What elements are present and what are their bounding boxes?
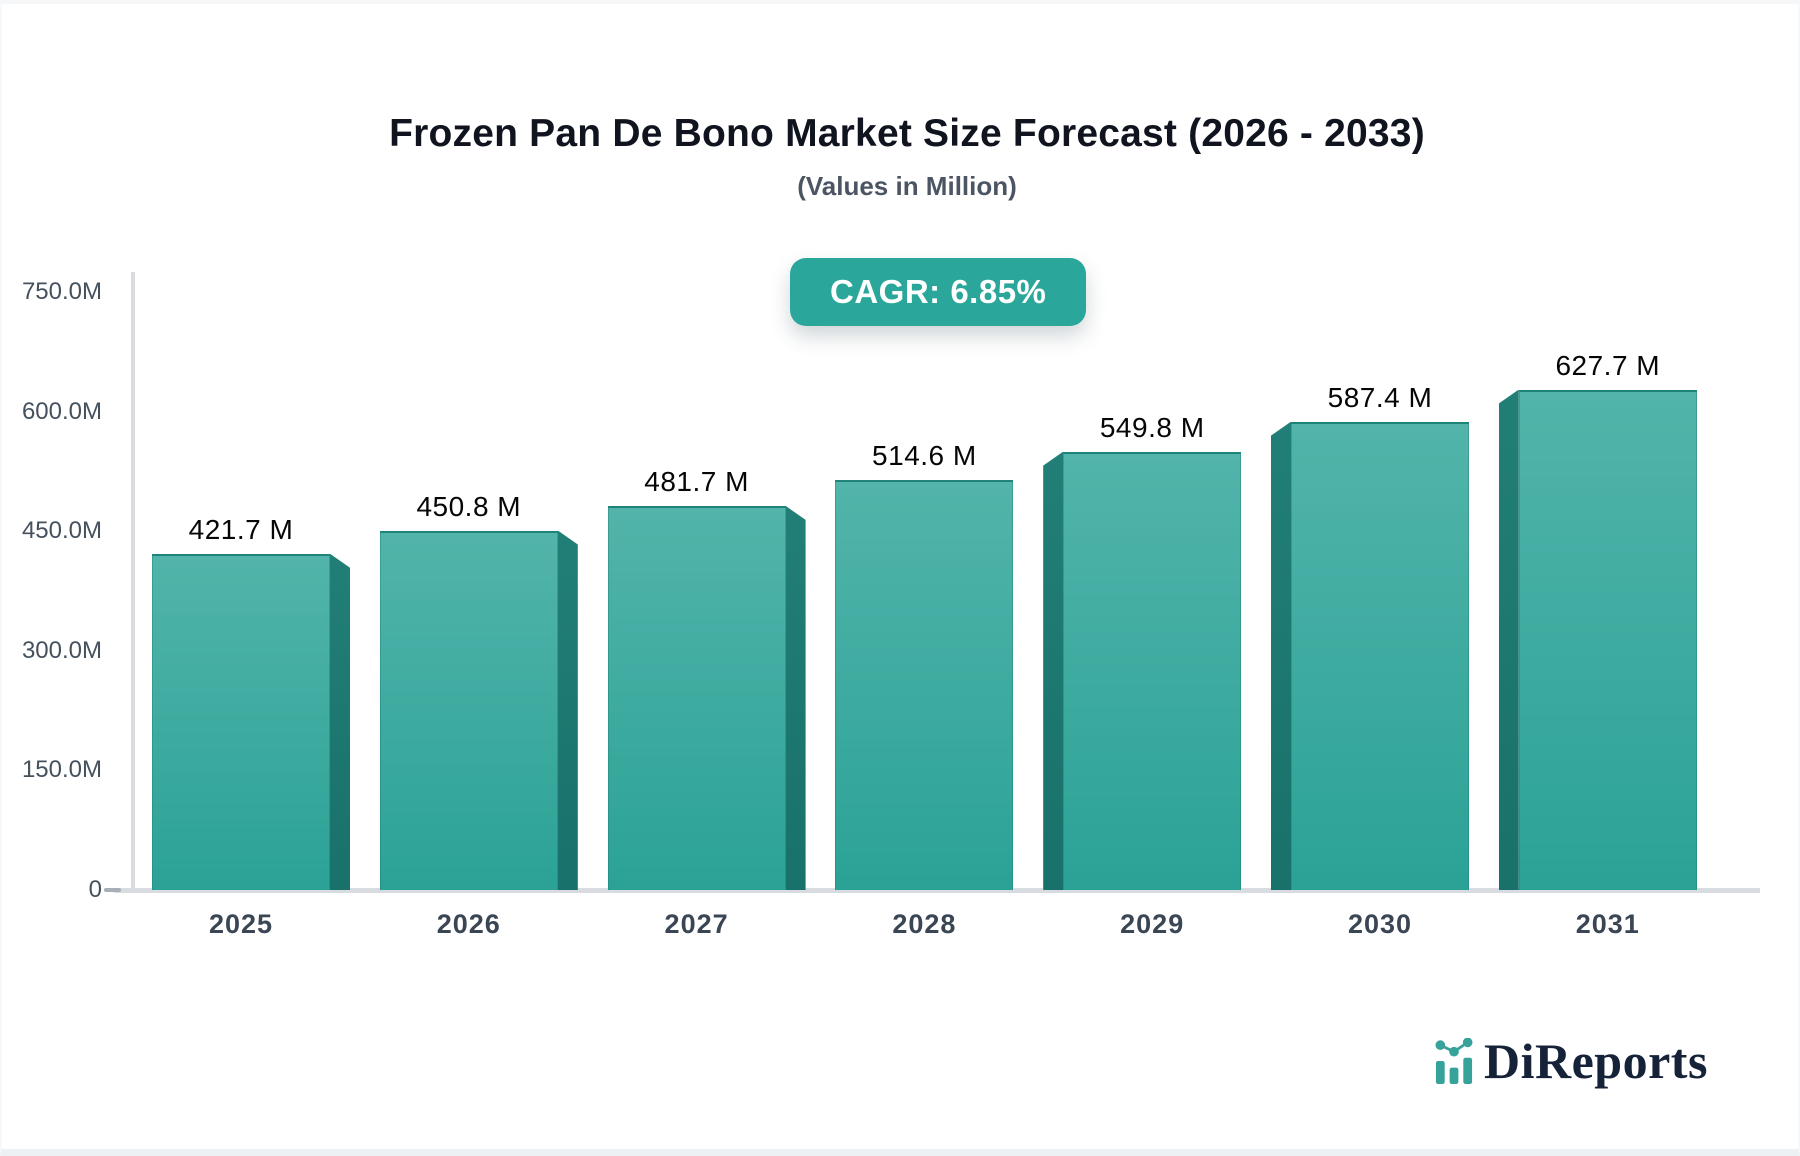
- x-axis-label: 2025: [208, 909, 274, 939]
- bar-2025: [152, 553, 330, 890]
- bar-2030: [1291, 421, 1469, 890]
- bar-value-label: 549.8 M: [1099, 411, 1205, 443]
- bar-side-face: [1271, 421, 1291, 890]
- x-axis-label: 2028: [892, 909, 957, 939]
- bar-value-label: 450.8 M: [416, 490, 522, 522]
- plot-area: 750.0M 600.0M 450.0M 300.0M 150.0M 0 421.7 M 20…: [2, 4, 1798, 1149]
- bar-2027: [607, 505, 786, 890]
- bar-side-face: [1043, 451, 1064, 890]
- y-tick-label: 750.0M: [21, 278, 102, 305]
- y-tick-label: 0: [88, 876, 102, 903]
- y-tick-label: 600.0M: [21, 397, 102, 425]
- x-axis-baseline: [114, 888, 1760, 893]
- y-tick-label: 150.0M: [21, 756, 102, 784]
- cagr-badge: CAGR: 6.85%: [790, 258, 1087, 326]
- y-axis-line: [131, 272, 135, 892]
- bar-2026: [379, 530, 558, 890]
- bar-2028: [835, 479, 1014, 890]
- bar-value-label: 481.7 M: [644, 465, 749, 497]
- bar-side-face: [1498, 389, 1519, 890]
- bar-side-face: [330, 553, 350, 890]
- chart-title: Frozen Pan De Bono Market Size Forecast …: [389, 112, 1425, 155]
- y-tick-label: 450.0M: [21, 517, 102, 545]
- x-axis-label: 2030: [1347, 909, 1413, 939]
- bar-chart-trend-icon: [1435, 1038, 1473, 1084]
- chart-subtitle: (Values in Million): [797, 171, 1017, 201]
- y-tick-label: 300.0M: [21, 636, 102, 664]
- bar-value-label: 514.6 M: [872, 439, 977, 471]
- bar-value-label: 627.7 M: [1555, 349, 1661, 381]
- bar-value-label: 587.4 M: [1327, 381, 1433, 413]
- bar-side-face: [785, 505, 806, 890]
- bar-value-label: 421.7 M: [188, 513, 294, 545]
- bar-side-face: [557, 530, 578, 890]
- bar-2029: [1063, 451, 1242, 890]
- x-axis-label: 2031: [1575, 909, 1640, 939]
- bar-2031: [1518, 389, 1697, 890]
- brand-logo-text: DiReports: [1484, 1033, 1708, 1089]
- brand-logo: DiReports: [1434, 1036, 1708, 1086]
- x-axis-label: 2029: [1120, 909, 1185, 939]
- x-axis-label: 2026: [436, 909, 501, 939]
- zero-tick-mark: [104, 888, 121, 892]
- x-axis-label: 2027: [664, 909, 729, 939]
